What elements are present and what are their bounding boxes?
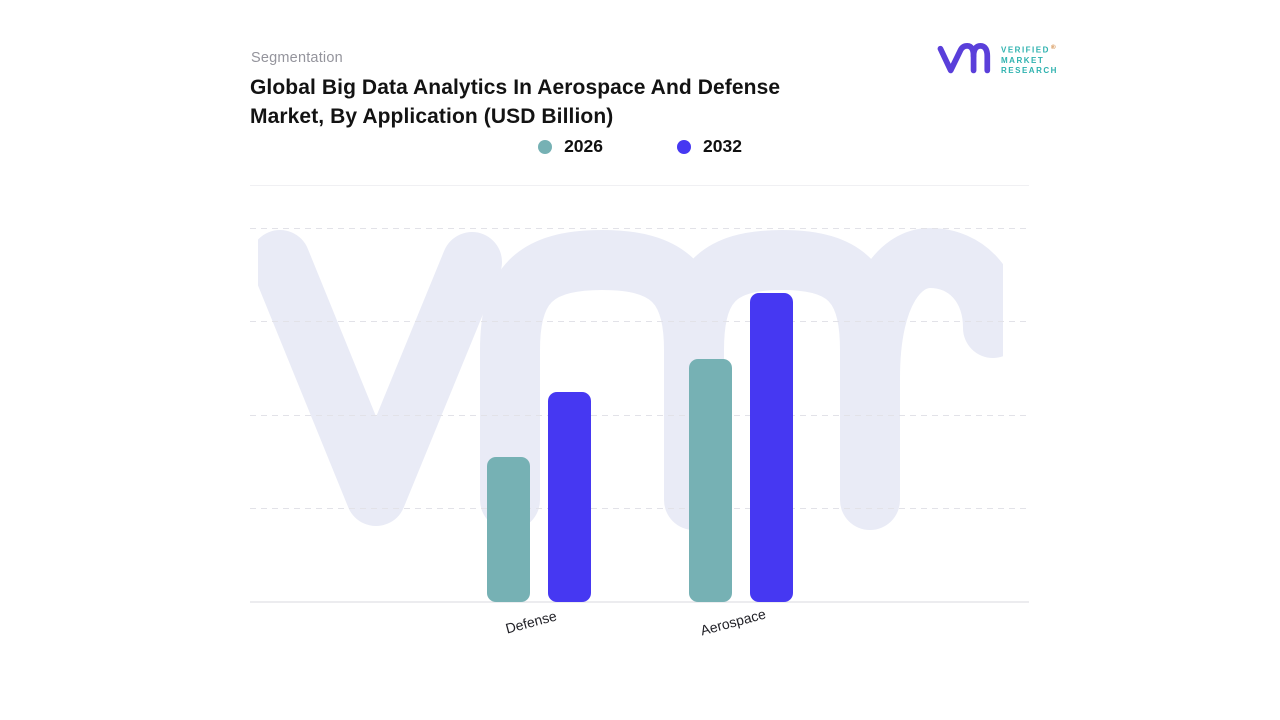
gridline bbox=[250, 415, 1029, 416]
bar-aerospace-2032[interactable] bbox=[750, 293, 793, 602]
gridline bbox=[250, 508, 1029, 509]
brand-logo: VERIFIED® MARKET RESEARCH bbox=[936, 43, 1058, 76]
legend-label: 2032 bbox=[703, 136, 742, 156]
brand-line-research: RESEARCH bbox=[1001, 65, 1058, 75]
gridline bbox=[250, 228, 1029, 229]
legend-dot-2032 bbox=[677, 139, 691, 154]
brand-line-verified: VERIFIED® bbox=[1001, 44, 1058, 55]
x-axis-label-defense: Defense bbox=[503, 607, 559, 637]
vmr-watermark-icon bbox=[258, 228, 1003, 530]
legend-label: 2026 bbox=[564, 136, 603, 156]
brand-wordmark: VERIFIED® MARKET RESEARCH bbox=[1001, 43, 1058, 76]
bar-defense-2032[interactable] bbox=[548, 392, 591, 602]
bar-group-aerospace bbox=[689, 293, 793, 602]
legend-item-2026[interactable]: 2026 bbox=[538, 136, 603, 157]
x-axis-label-aerospace: Aerospace bbox=[698, 605, 768, 639]
chart-title: Global Big Data Analytics In Aerospace A… bbox=[250, 76, 781, 128]
plot-area: Defense Aerospace bbox=[250, 228, 1029, 638]
x-axis-line bbox=[250, 601, 1029, 603]
legend-dot-2026 bbox=[538, 139, 553, 154]
registered-mark: ® bbox=[1050, 44, 1058, 51]
vmr-logo-icon bbox=[937, 43, 991, 74]
chart-legend: 2026 2032 bbox=[250, 136, 1030, 157]
eyebrow-segmentation: Segmentation bbox=[251, 50, 343, 66]
gridline bbox=[250, 321, 1029, 322]
bar-defense-2026[interactable] bbox=[487, 457, 530, 602]
bar-aerospace-2026[interactable] bbox=[689, 359, 732, 602]
bar-group-defense bbox=[487, 392, 591, 602]
legend-item-2032[interactable]: 2032 bbox=[677, 136, 742, 157]
header-divider bbox=[250, 185, 1029, 186]
brand-line-market: MARKET bbox=[1001, 55, 1045, 65]
